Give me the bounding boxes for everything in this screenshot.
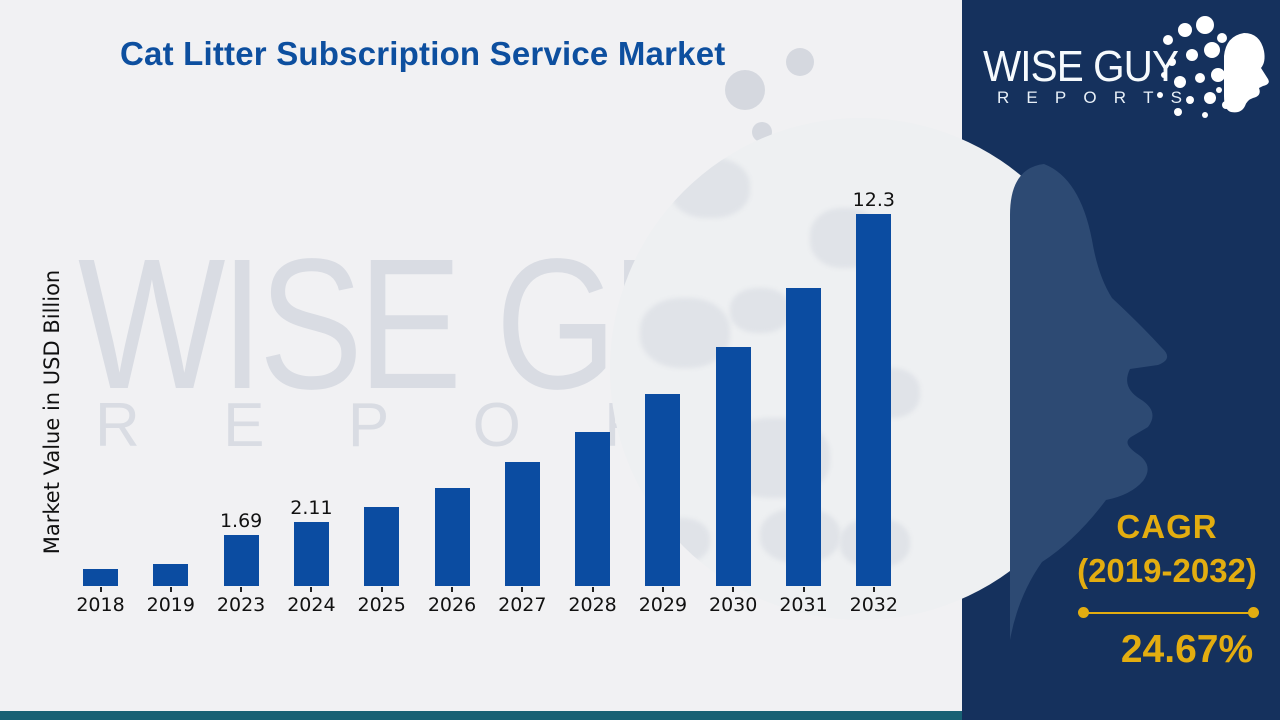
x-axis-tick [802, 587, 805, 592]
x-axis-tick [169, 587, 172, 592]
x-axis-label-2027: 2027 [498, 594, 547, 616]
circle-texture-blob [640, 298, 730, 368]
logo-face-dot [1178, 23, 1192, 37]
bar-2031 [786, 288, 821, 586]
logo-face-dot [1174, 76, 1186, 88]
page-title: Cat Litter Subscription Service Market [120, 35, 726, 72]
x-axis-tick [521, 587, 524, 592]
logo-face-dot [1204, 92, 1216, 104]
x-axis-tick [99, 587, 102, 592]
logo-face-dot [1217, 33, 1227, 43]
bottom-accent-strip [0, 711, 962, 720]
x-axis-tick [451, 587, 453, 592]
logo-face-dot [1157, 92, 1163, 98]
watermark-letter: E [223, 391, 265, 460]
divider-right-dot [1248, 607, 1259, 618]
x-axis-label-2019: 2019 [146, 594, 195, 616]
x-axis-label-2029: 2029 [638, 594, 688, 616]
x-axis-label-2026: 2026 [427, 594, 477, 616]
logo-face-dot [1211, 68, 1225, 82]
cagr-range: (2019-2032) [1077, 552, 1257, 589]
watermark-letter: R [95, 391, 140, 460]
x-axis-tick [732, 587, 735, 592]
bar-2027 [504, 462, 540, 586]
divider-left-dot [1078, 607, 1089, 618]
x-axis-tick [310, 587, 313, 592]
watermark-dot [725, 70, 765, 110]
cagr-value: 24.67% [1120, 628, 1254, 671]
bar-2028 [575, 432, 611, 586]
bar-2023 [223, 535, 259, 586]
logo-face-dot [1196, 16, 1214, 34]
bar-2024 [293, 522, 329, 586]
x-axis-tick [240, 587, 243, 592]
bar-2018 [83, 569, 118, 586]
x-axis-label-2031: 2031 [779, 594, 828, 616]
logo-face-dot [1163, 35, 1173, 45]
circle-texture-blob [730, 288, 790, 333]
x-axis-tick [380, 587, 383, 592]
cagr-divider-line [1083, 612, 1253, 614]
cagr-label: CAGR [1116, 508, 1218, 545]
bar-value-label-2023: 1.69 [219, 510, 263, 532]
logo-face-dot [1168, 58, 1176, 66]
logo-face-dot [1186, 96, 1194, 104]
circle-texture-blob [670, 158, 750, 218]
bar-2029 [645, 394, 681, 586]
x-axis-label-2028: 2028 [568, 594, 617, 616]
logo-face-dot [1161, 72, 1167, 78]
x-axis-label-2023: 2023 [216, 594, 266, 616]
logo-face-dot [1195, 73, 1205, 83]
logo-face-dot [1216, 87, 1222, 93]
bar-value-label-2032: 12.3 [852, 189, 895, 211]
bar-2025 [364, 507, 400, 586]
logo-letter: R [997, 88, 1010, 107]
watermark-letter: P [347, 391, 390, 460]
bar-value-label-2024: 2.11 [290, 497, 333, 519]
bar-2032 [856, 214, 892, 586]
logo-letter: R [1113, 88, 1126, 107]
logo-letter: E [1026, 88, 1038, 107]
logo-letter: O [1083, 88, 1097, 107]
x-axis-label-2024: 2024 [287, 594, 336, 616]
logo-face-dot [1222, 101, 1230, 109]
logo-letter: P [1054, 88, 1067, 107]
logo-letter: T [1143, 88, 1154, 107]
x-axis-label-2018: 2018 [76, 594, 125, 616]
x-axis-tick [661, 587, 664, 592]
y-axis-label: Market Value in USD Billion [40, 269, 64, 555]
logo-face-dot [1186, 49, 1198, 61]
x-axis-label-2025: 2025 [357, 594, 406, 616]
logo-wordmark: WISE GUY [983, 42, 1179, 91]
x-axis-tick [872, 587, 875, 592]
logo-face-dot [1204, 42, 1220, 58]
x-axis-label-2032: 2032 [849, 594, 898, 616]
logo-face-dot [1202, 112, 1208, 118]
logo-face-dot [1174, 108, 1182, 116]
cagr-block: CAGR (2019-2032) [1052, 508, 1280, 590]
logo-letter: S [1170, 88, 1182, 107]
bar-2030 [715, 347, 751, 586]
bar-2026 [434, 488, 470, 586]
watermark-letter: O [472, 391, 521, 460]
bar-2019 [153, 564, 189, 586]
x-axis-tick [591, 587, 594, 592]
watermark-dot [786, 48, 814, 76]
x-axis-label-2030: 2030 [709, 594, 758, 616]
